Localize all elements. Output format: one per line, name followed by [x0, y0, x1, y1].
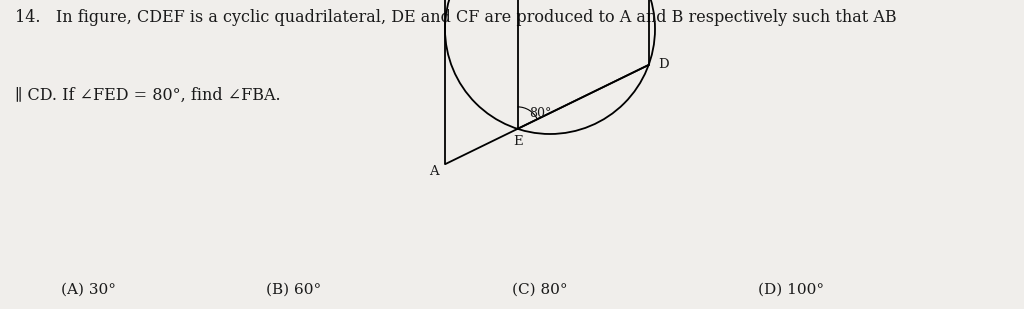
Text: A: A [429, 164, 438, 178]
Text: (D) 100°: (D) 100° [758, 282, 824, 297]
Text: E: E [513, 135, 522, 148]
Text: (C) 80°: (C) 80° [512, 282, 567, 297]
Text: D: D [658, 58, 669, 71]
Text: (A) 30°: (A) 30° [61, 282, 117, 297]
Text: ∥ CD. If ∠FED = 80°, find ∠FBA.: ∥ CD. If ∠FED = 80°, find ∠FBA. [15, 87, 281, 104]
Text: (B) 60°: (B) 60° [266, 282, 322, 297]
Text: 14.   In figure, CDEF is a cyclic quadrilateral, DE and CF are produced to A and: 14. In figure, CDEF is a cyclic quadrila… [15, 9, 897, 26]
Text: 80°: 80° [529, 107, 552, 120]
